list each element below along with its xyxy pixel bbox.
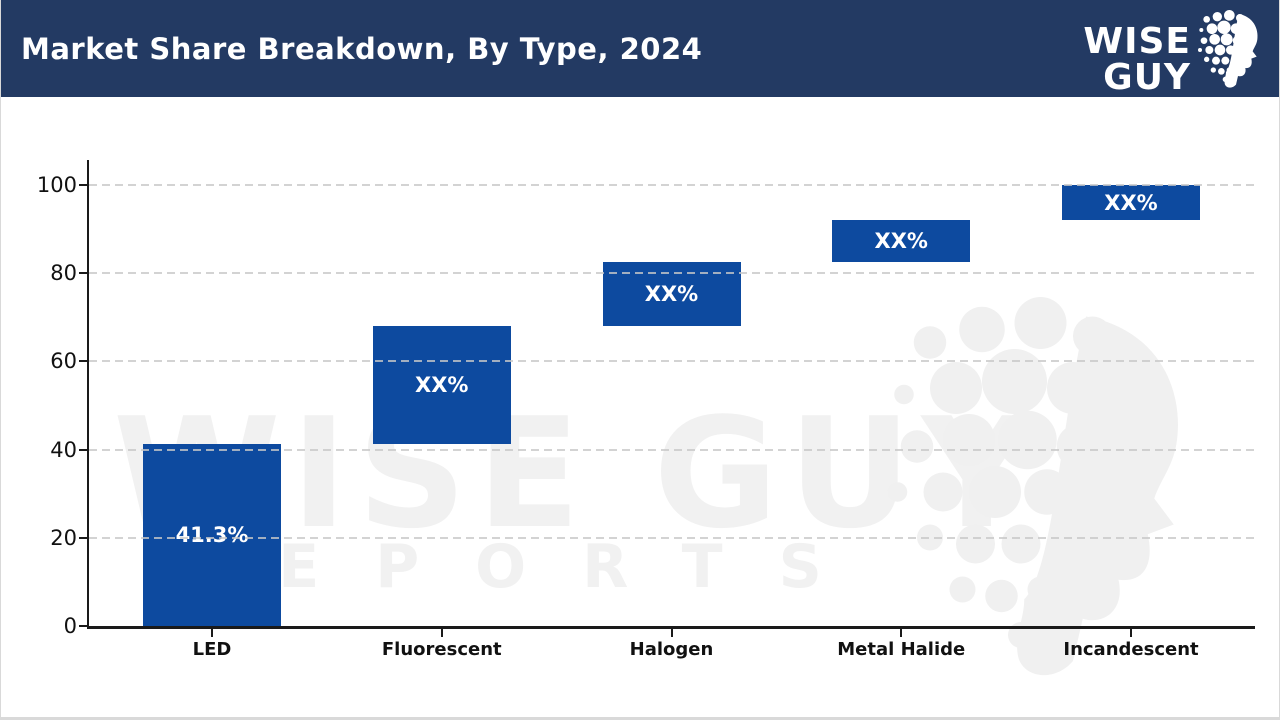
waterfall-chart: WISE GUY REPORTS 0 20 40 60 80 100 41.3% LED XX%… [1, 97, 1279, 717]
x-axis-category-label: Metal Halide [837, 639, 966, 660]
gridline-y40 [89, 448, 1255, 451]
bar-incandescent: XX% [1062, 185, 1200, 221]
y-axis-tick-label: 20 [50, 525, 77, 550]
x-axis-category-label: LED [192, 639, 232, 660]
y-axis-tick [79, 625, 87, 627]
gridline-y100 [89, 184, 1255, 186]
brand-name: WISE GUY [1083, 21, 1191, 98]
y-axis-tick [79, 448, 87, 451]
x-axis-category-label: Incandescent [1063, 639, 1199, 660]
bar-led: 41.3% [143, 443, 281, 626]
y-axis-tick [79, 184, 87, 186]
y-axis-line [87, 160, 89, 629]
watermark-subtext: REPORTS [176, 532, 878, 602]
bar-value-label: 41.3% [175, 522, 249, 547]
brand-logo: WISE GUY REPORTS [1013, 8, 1263, 112]
header-banner: Market Share Breakdown, By Type, 2024 WI… [1, 0, 1279, 112]
y-axis-tick-label: 40 [50, 437, 77, 462]
gridline-y80 [89, 272, 1255, 275]
dotted-head-profile-icon [1193, 10, 1263, 90]
bar-metal-halide: XX% [832, 220, 971, 263]
brand-logo-text: WISE GUY REPORTS [1013, 21, 1191, 113]
y-axis-tick [79, 536, 87, 539]
bar-fluorescent: XX% [372, 326, 511, 444]
y-axis-tick-label: 80 [50, 261, 77, 286]
gridline-y60 [89, 360, 1255, 363]
x-axis-category-label: Fluorescent [381, 639, 502, 660]
y-axis-tick-label: 60 [50, 349, 77, 374]
y-axis-tick [79, 272, 87, 275]
gridline-y20 [89, 536, 1255, 539]
brand-subname: REPORTS [1076, 98, 1191, 112]
x-axis-category-label: Halogen [629, 639, 714, 660]
x-axis-tick [670, 629, 673, 637]
x-axis-tick [900, 629, 903, 637]
x-axis-line [87, 626, 1255, 629]
y-axis-tick [79, 360, 87, 363]
bar-value-label: XX% [415, 372, 469, 397]
page-title: Market Share Breakdown, By Type, 2024 [21, 31, 703, 66]
x-axis-tick [440, 629, 443, 637]
y-axis-tick-label: 100 [36, 173, 77, 197]
x-axis-tick [211, 629, 213, 637]
bar-value-label: XX% [644, 282, 699, 307]
bar-value-label: XX% [874, 229, 928, 254]
x-axis-tick [1130, 629, 1132, 637]
y-axis-tick-label: 0 [63, 614, 77, 638]
bar-value-label: XX% [1104, 190, 1158, 215]
